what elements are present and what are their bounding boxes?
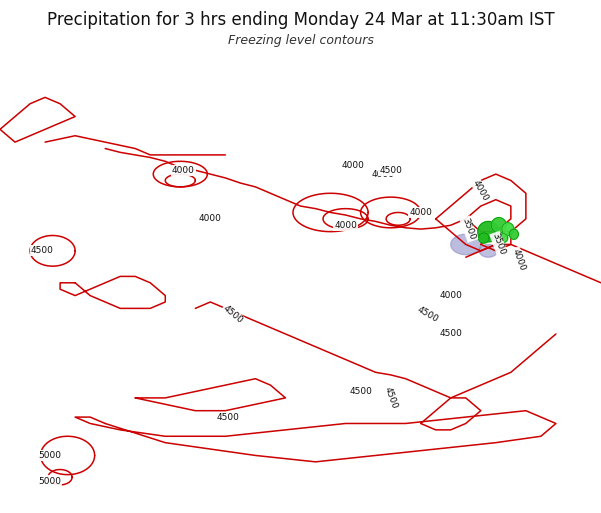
Text: 4000: 4000	[409, 208, 432, 217]
Polygon shape	[502, 223, 514, 235]
Text: 5000: 5000	[38, 451, 61, 460]
Polygon shape	[478, 222, 499, 242]
Polygon shape	[451, 234, 481, 254]
Polygon shape	[480, 244, 497, 257]
Text: 4000: 4000	[371, 170, 395, 179]
Text: 4500: 4500	[439, 329, 462, 339]
Text: 4000: 4000	[341, 161, 365, 170]
Text: 5000: 5000	[38, 477, 61, 485]
Text: 4500: 4500	[382, 386, 399, 410]
Text: Precipitation for 3 hrs ending Monday 24 Mar at 11:30am IST: Precipitation for 3 hrs ending Monday 24…	[47, 11, 554, 29]
Text: 3500: 3500	[490, 232, 507, 257]
Text: 4000: 4000	[471, 179, 490, 203]
Text: 4000: 4000	[199, 214, 222, 223]
Text: 4500: 4500	[221, 304, 245, 326]
Text: 4000: 4000	[510, 247, 526, 272]
Text: Freezing level contours: Freezing level contours	[228, 34, 373, 47]
Text: 4000: 4000	[439, 291, 462, 300]
Text: 4500: 4500	[349, 387, 372, 396]
Text: 4500: 4500	[31, 246, 53, 255]
Polygon shape	[478, 233, 489, 243]
Polygon shape	[492, 218, 506, 233]
Text: 4500: 4500	[416, 305, 441, 324]
Text: 4000: 4000	[172, 166, 195, 175]
Text: 3500: 3500	[460, 216, 477, 242]
Polygon shape	[510, 229, 518, 240]
Text: 4000: 4000	[334, 221, 357, 230]
Text: 4500: 4500	[217, 412, 240, 422]
Text: 4500: 4500	[379, 166, 402, 175]
Polygon shape	[499, 233, 508, 243]
